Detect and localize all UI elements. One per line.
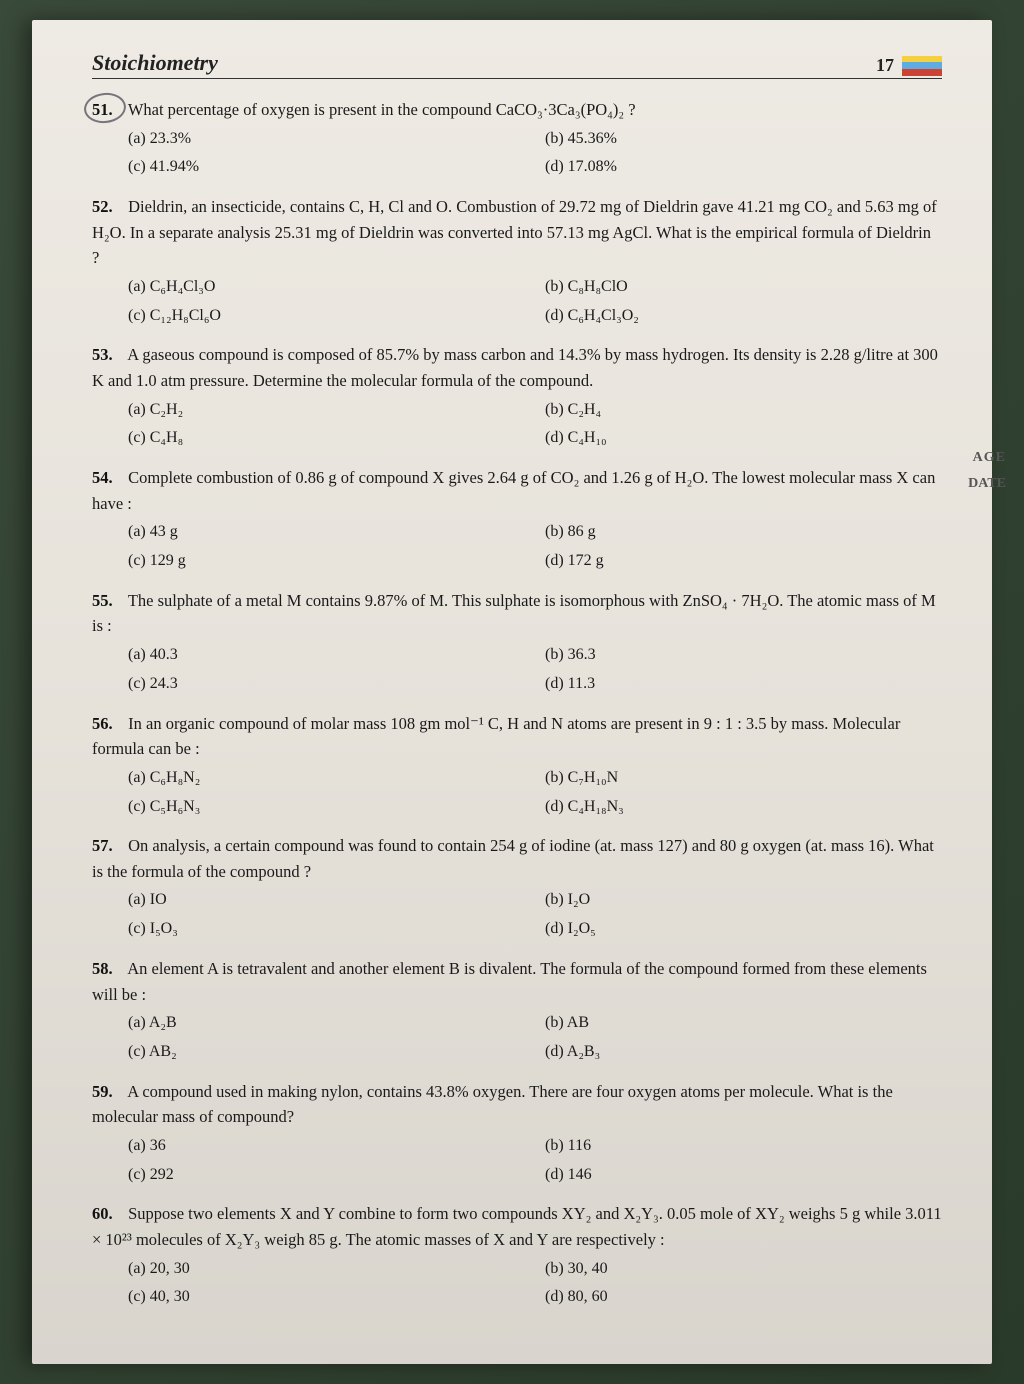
option: (c) C₄H₈: [128, 426, 525, 451]
option: (d) I₂O₅: [545, 917, 942, 942]
chapter-title: Stoichiometry: [92, 50, 218, 76]
question: 59. A compound used in making nylon, con…: [92, 1079, 942, 1188]
option: (d) 172 g: [545, 549, 942, 574]
question-text: Suppose two elements X and Y combine to …: [92, 1204, 942, 1249]
question-number: 58.: [92, 956, 124, 982]
page-number-wrap: 17: [876, 55, 942, 76]
question: 57. On analysis, a certain compound was …: [92, 833, 942, 942]
chapter-header: Stoichiometry 17: [92, 50, 942, 79]
question: 58. An element A is tetravalent and anot…: [92, 956, 942, 1065]
question-text: In an organic compound of molar mass 108…: [92, 714, 900, 759]
option: (c) I₅O₃: [128, 917, 525, 942]
option: (d) 146: [545, 1163, 942, 1188]
options-grid: (a) C₂H₂ (b) C₂H₄ (c) C₄H₈ (d) C₄H₁₀: [128, 398, 942, 452]
question-number: 52.: [92, 194, 124, 220]
question-number: 59.: [92, 1079, 124, 1105]
questions-list: 51. What percentage of oxygen is present…: [92, 97, 942, 1310]
option: (b) 30, 40: [545, 1257, 942, 1282]
option: (a) C₂H₂: [128, 398, 525, 423]
options-grid: (a) 43 g (b) 86 g (c) 129 g (d) 172 g: [128, 520, 942, 574]
option: (c) 41.94%: [128, 155, 525, 180]
option: (b) 36.3: [545, 643, 942, 668]
option: (a) 36: [128, 1134, 525, 1159]
option: (c) C₅H₆N₃: [128, 795, 525, 820]
question-number: 55.: [92, 588, 124, 614]
question-text: The sulphate of a metal M contains 9.87%…: [92, 591, 936, 636]
question-text: On analysis, a certain compound was foun…: [92, 836, 934, 881]
option: (a) C₆H₄Cl₃O: [128, 275, 525, 300]
option: (a) 43 g: [128, 520, 525, 545]
option: (a) IO: [128, 888, 525, 913]
side-tab-date: DATE: [968, 476, 1006, 492]
question: 56. In an organic compound of molar mass…: [92, 711, 942, 820]
option: (c) C₁₂H₈Cl₆O: [128, 304, 525, 329]
option: (a) 23.3%: [128, 127, 525, 152]
option: (a) 20, 30: [128, 1257, 525, 1282]
options-grid: (a) A₂B (b) AB (c) AB₂ (d) A₂B₃: [128, 1011, 942, 1065]
question: 51. What percentage of oxygen is present…: [92, 97, 942, 180]
option: (c) 40, 30: [128, 1285, 525, 1310]
question-text: Dieldrin, an insecticide, contains C, H,…: [92, 197, 937, 267]
question-text: A gaseous compound is composed of 85.7% …: [92, 345, 938, 390]
question-number: 56.: [92, 711, 124, 737]
options-grid: (a) C₆H₈N₂ (b) C₇H₁₀N (c) C₅H₆N₃ (d) C₄H₁₈N…: [128, 766, 942, 820]
option: (b) 116: [545, 1134, 942, 1159]
page-number: 17: [876, 55, 894, 76]
option: (b) C₇H₁₀N: [545, 766, 942, 791]
option: (b) I₂O: [545, 888, 942, 913]
option: (c) AB₂: [128, 1040, 525, 1065]
options-grid: (a) 23.3% (b) 45.36% (c) 41.94% (d) 17.08%: [128, 127, 942, 181]
question: 60. Suppose two elements X and Y combine…: [92, 1201, 942, 1310]
options-grid: (a) C₆H₄Cl₃O (b) C₈H₈ClO (c) C₁₂H₈Cl₆O (d) …: [128, 275, 942, 329]
option: (b) 45.36%: [545, 127, 942, 152]
question-number: 51.: [92, 97, 124, 123]
option: (b) 86 g: [545, 520, 942, 545]
options-grid: (a) IO (b) I₂O (c) I₅O₃ (d) I₂O₅: [128, 888, 942, 942]
option: (d) C₄H₁₈N₃: [545, 795, 942, 820]
option: (b) C₈H₈ClO: [545, 275, 942, 300]
question-number: 60.: [92, 1201, 124, 1227]
question-number: 57.: [92, 833, 124, 859]
option: (d) 80, 60: [545, 1285, 942, 1310]
option: (d) A₂B₃: [545, 1040, 942, 1065]
question-text: A compound used in making nylon, contain…: [92, 1082, 893, 1127]
options-grid: (a) 40.3 (b) 36.3 (c) 24.3 (d) 11.3: [128, 643, 942, 697]
option: (c) 292: [128, 1163, 525, 1188]
question-number: 54.: [92, 465, 124, 491]
question: 54. Complete combustion of 0.86 g of com…: [92, 465, 942, 574]
option: (d) 17.08%: [545, 155, 942, 180]
question: 55. The sulphate of a metal M contains 9…: [92, 588, 942, 697]
option: (b) C₂H₄: [545, 398, 942, 423]
side-tab-age: AGE: [973, 450, 1006, 466]
question-text: An element A is tetravalent and another …: [92, 959, 927, 1004]
options-grid: (a) 36 (b) 116 (c) 292 (d) 146: [128, 1134, 942, 1188]
question-number: 53.: [92, 342, 124, 368]
option: (d) 11.3: [545, 672, 942, 697]
question: 52. Dieldrin, an insecticide, contains C…: [92, 194, 942, 328]
option: (c) 129 g: [128, 549, 525, 574]
option: (a) A₂B: [128, 1011, 525, 1036]
option: (a) C₆H₈N₂: [128, 766, 525, 791]
option: (a) 40.3: [128, 643, 525, 668]
question: 53. A gaseous compound is composed of 85…: [92, 342, 942, 451]
page-container: Stoichiometry 17 51. What percentage of …: [32, 20, 992, 1364]
option: (d) C₆H₄Cl₃O₂: [545, 304, 942, 329]
option: (c) 24.3: [128, 672, 525, 697]
options-grid: (a) 20, 30 (b) 30, 40 (c) 40, 30 (d) 80, 60: [128, 1257, 942, 1311]
option: (b) AB: [545, 1011, 942, 1036]
color-bars-icon: [902, 56, 942, 76]
question-text: Complete combustion of 0.86 g of compoun…: [92, 468, 935, 513]
question-text: What percentage of oxygen is present in …: [124, 100, 636, 119]
option: (d) C₄H₁₀: [545, 426, 942, 451]
